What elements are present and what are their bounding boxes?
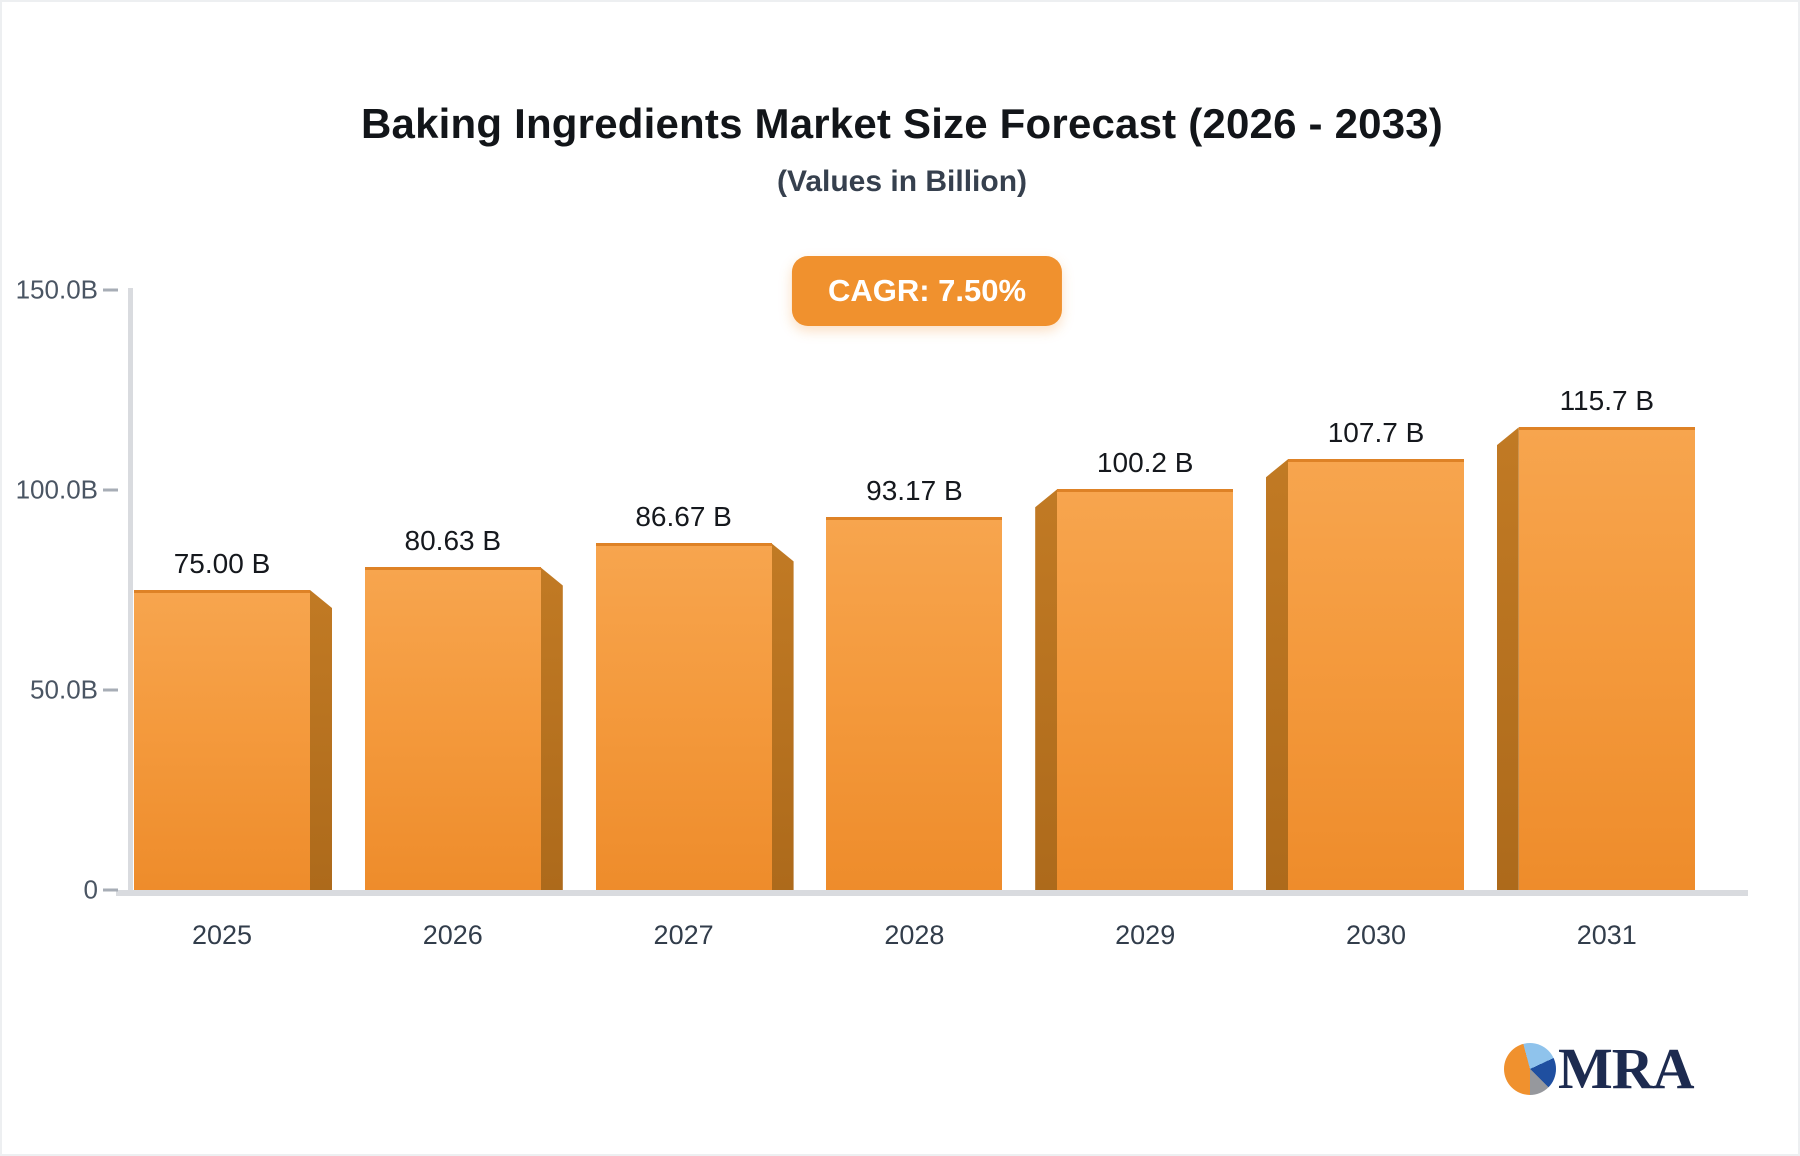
bar-side-2029 [1035, 489, 1058, 890]
bar-value-label-2029: 100.2 B [1096, 447, 1194, 479]
mra-logo: MRA [1504, 1036, 1695, 1101]
y-tick-mark-2 [103, 688, 118, 692]
cagr-badge: CAGR: 7.50% [791, 256, 1063, 326]
y-tick-mark-1 [103, 488, 118, 492]
bar-side-2027 [771, 543, 794, 890]
x-tick-label-2025: 2025 [191, 920, 253, 950]
bar-value-label-2030: 107.7 B [1327, 417, 1425, 449]
x-tick-label-2029: 2029 [1115, 920, 1176, 950]
chart-title: Baking Ingredients Market Size Forecast … [360, 100, 1443, 147]
x-axis-line [116, 890, 1748, 896]
bar-value-label-2027: 86.67 B [635, 501, 732, 533]
bar-face-2029 [1057, 489, 1234, 890]
bar-value-label-2025: 75.00 B [173, 548, 271, 579]
x-tick-label-2026: 2026 [422, 920, 483, 950]
bar-side-2030 [1266, 459, 1288, 890]
y-tick-label-2: 50.0B [30, 674, 98, 705]
chart-subtitle: (Values in Billion) [776, 165, 1028, 198]
bar-face-2027 [595, 543, 772, 890]
bar-value-label-2026: 80.63 B [404, 525, 502, 557]
x-tick-label-2030: 2030 [1345, 920, 1407, 950]
bar-value-label-2031: 115.7 B [1559, 385, 1655, 417]
bar-side-2031 [1496, 427, 1519, 890]
bar-face-2026 [364, 567, 541, 890]
x-tick-label-2028: 2028 [884, 920, 945, 950]
y-tick-label-0: 150.0B [15, 274, 98, 305]
y-tick-label-1: 100.0B [15, 474, 98, 505]
bar-value-label-2028: 93.17 B [866, 475, 963, 507]
bar-face-2031 [1518, 427, 1695, 890]
pie-chart-icon [1504, 1043, 1556, 1095]
bar-side-2026 [540, 567, 563, 890]
bar-side-2025 [310, 590, 332, 890]
y-tick-mark-0 [103, 288, 118, 292]
bar-face-2025 [134, 590, 310, 890]
logo-text: MRA [1558, 1036, 1695, 1101]
bar-face-2028 [826, 517, 1003, 890]
y-tick-mark-3 [103, 888, 118, 892]
x-tick-label-2027: 2027 [653, 920, 714, 950]
y-tick-label-3: 0 [83, 874, 98, 905]
bar-face-2030 [1288, 459, 1464, 890]
y-axis-line [128, 288, 133, 893]
x-tick-label-2031: 2031 [1576, 920, 1637, 950]
